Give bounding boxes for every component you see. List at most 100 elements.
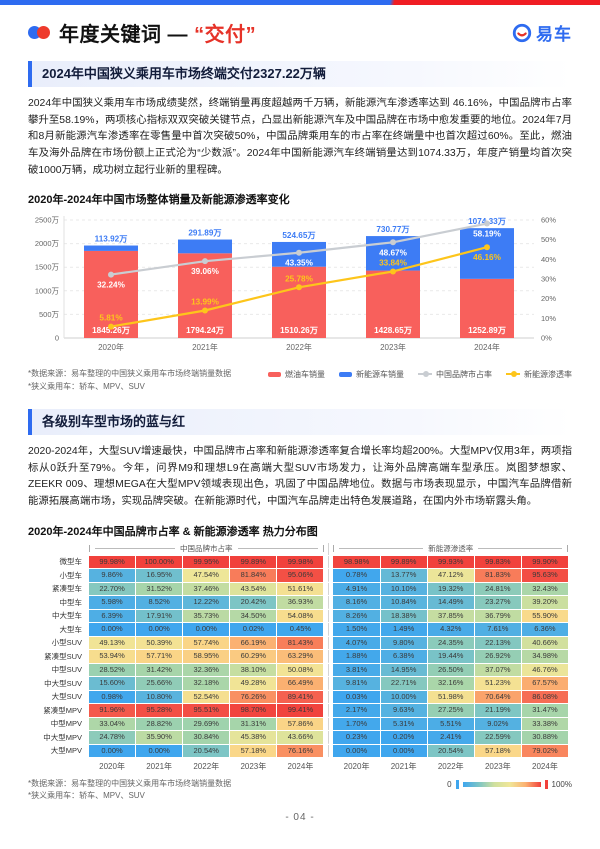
page-title-highlight: “交付”	[194, 24, 257, 46]
page-header: 年度关键词 — “交付” 易车	[28, 18, 572, 47]
svg-text:5.81%: 5.81%	[99, 314, 123, 323]
heatmap-cell: 99.98%	[89, 555, 136, 569]
svg-text:524.65万: 524.65万	[282, 231, 315, 240]
heatmap-cell: 58.95%	[183, 650, 230, 663]
legend-label: 中国品牌市占率	[436, 369, 492, 379]
yiche-logo: 易车	[512, 20, 572, 45]
heatmap-cell: 47.12%	[427, 569, 474, 582]
heatmap-cell: 54.08%	[277, 609, 324, 623]
heatmap-cell: 36.93%	[277, 596, 324, 609]
heatmap-cell: 31.47%	[521, 704, 568, 717]
page-title: 年度关键词 — “交付”	[59, 18, 256, 47]
svg-text:291.89万: 291.89万	[188, 229, 221, 238]
legend-label: 新能源车销量	[356, 369, 404, 379]
heatmap-cell: 24.35%	[427, 636, 474, 650]
combo-chart-svg: 0 500万 1000万 1500万 2000万 2500万 0% 10% 20% 30% 40% 5…	[35, 216, 557, 353]
combo-chart-title: 2020年-2024年中国市场整体销量及新能源渗透率变化	[28, 194, 290, 207]
heatmap-cell: 16.95%	[136, 569, 183, 582]
heatmap-cell: 14.49%	[427, 596, 474, 609]
heatmap-cell: 2.17%	[333, 704, 380, 717]
heatmap-corner	[28, 758, 88, 772]
heatmap-cell: 36.79%	[474, 609, 521, 623]
legend-item: 新能源渗透率	[506, 369, 572, 380]
heatmap-cell: 0.78%	[333, 569, 380, 582]
svg-text:43.35%: 43.35%	[285, 259, 313, 268]
heatmap-row-label: 紧凑型SUV	[44, 651, 82, 661]
svg-text:50%: 50%	[541, 235, 556, 244]
heatmap-cell: 0.00%	[333, 744, 380, 758]
heatmap-cell: 19.44%	[427, 650, 474, 663]
heatmap-year-label: 2022年	[437, 762, 464, 772]
heatmap-cell: 95.63%	[521, 569, 568, 582]
section1-footnote-2: *狭义乘用车：轿车、MPV、SUV	[28, 381, 145, 391]
heatmap-cell: 95.06%	[277, 569, 324, 582]
heatmap-cell: 79.02%	[521, 744, 568, 758]
svg-text:1510.26万: 1510.26万	[280, 326, 318, 335]
legend-item: 燃油车销量	[268, 369, 325, 380]
scale-max-label: 100%	[551, 779, 572, 789]
svg-text:2500万: 2500万	[35, 216, 60, 225]
heatmap-cell: 99.41%	[277, 704, 324, 717]
red-dot-icon	[37, 26, 50, 39]
heatmap-cell: 57.18%	[230, 744, 277, 758]
heatmap-cell: 10.00%	[380, 690, 427, 704]
heatmap-cell: 0.45%	[277, 623, 324, 636]
heatmap-cell: 6.38%	[380, 650, 427, 663]
legend-label: 新能源渗透率	[524, 369, 572, 379]
svg-text:2020年: 2020年	[98, 342, 124, 352]
heatmap-cell: 76.26%	[230, 690, 277, 704]
heatmap-cell: 81.83%	[474, 569, 521, 582]
heatmap-cell: 0.98%	[89, 690, 136, 704]
svg-text:32.24%: 32.24%	[97, 281, 125, 290]
section2-paragraph: 2020-2024年，大型SUV增速最快，中国品牌市占率和新能源渗透率复合增长率…	[28, 445, 572, 507]
heatmap-cell: 30.88%	[521, 731, 568, 744]
heatmap-cell: 0.20%	[380, 731, 427, 744]
heatmap-cell: 57.18%	[474, 744, 521, 758]
section2-footnote-1: *数据来源：易车整理的中国狭义乘用车市场终端销量数据	[28, 779, 232, 789]
heatmap-cell: 91.96%	[89, 704, 136, 717]
heatmap-cell: 50.08%	[277, 663, 324, 677]
heatmap-cell: 99.89%	[230, 555, 277, 569]
svg-text:2022年: 2022年	[286, 342, 312, 352]
heatmap-divider	[324, 609, 333, 623]
heatmap-cell: 60.29%	[230, 650, 277, 663]
heatmap-year-label: 2023年	[484, 762, 511, 772]
heatmap-row-label: 中型SUV	[51, 665, 82, 675]
heatmap-divider	[324, 623, 333, 636]
heatmap-cell: 10.80%	[136, 690, 183, 704]
heatmap-cell: 33.38%	[521, 717, 568, 731]
heatmap-cell: 57.74%	[183, 636, 230, 650]
heatmap-cell: 52.54%	[183, 690, 230, 704]
heatmap-cell: 51.23%	[474, 677, 521, 690]
scale-min-label: 0	[447, 779, 452, 789]
heatmap-cell: 0.23%	[333, 731, 380, 744]
svg-text:20%: 20%	[541, 294, 556, 303]
heatmap-year-label: 2022年	[193, 762, 220, 772]
heatmap-cell: 22.59%	[474, 731, 521, 744]
heatmap-cell: 99.98%	[277, 555, 324, 569]
svg-text:40%: 40%	[541, 255, 556, 264]
heatmap-divider	[324, 582, 333, 596]
heatmap-cell: 9.80%	[380, 636, 427, 650]
heatmap-cell: 47.54%	[183, 569, 230, 582]
heatmap-row-label: 大型车	[59, 624, 83, 634]
heatmap-cell: 81.84%	[230, 569, 277, 582]
heatmap-cell: 34.98%	[521, 650, 568, 663]
heatmap-cell: 9.81%	[333, 677, 380, 690]
heatmap-cell: 2.41%	[427, 731, 474, 744]
heatmap-cell: 21.19%	[474, 704, 521, 717]
heatmap-cell: 63.29%	[277, 650, 324, 663]
top-accent-bar	[0, 0, 600, 5]
heatmap-cell: 81.43%	[277, 636, 324, 650]
heatmap-cell: 15.60%	[89, 677, 136, 690]
heatmap-cell: 6.39%	[89, 609, 136, 623]
svg-text:2023年: 2023年	[380, 342, 406, 352]
heatmap-cell: 18.38%	[380, 609, 427, 623]
svg-text:10%: 10%	[541, 314, 556, 323]
section2-footnote-2: *狭义乘用车：轿车、MPV、SUV	[28, 791, 145, 801]
heatmap-divider-end	[324, 758, 332, 772]
heatmap-cell: 25.66%	[136, 677, 183, 690]
heatmap-cell: 0.00%	[136, 744, 183, 758]
legend-line-swatch	[506, 371, 520, 378]
heatmap-year-label: 2024年	[287, 762, 314, 772]
